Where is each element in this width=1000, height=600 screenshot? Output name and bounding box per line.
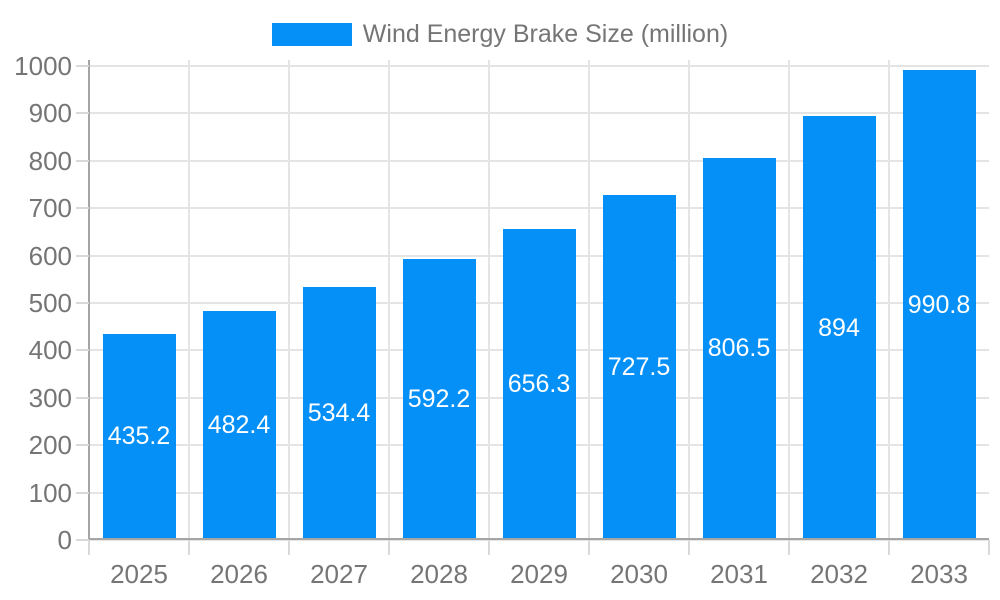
x-gridline <box>388 60 390 540</box>
y-tick-mark <box>76 444 89 447</box>
x-tick-label: 2025 <box>110 559 168 589</box>
y-tick-label: 800 <box>28 145 72 176</box>
y-tick-label: 100 <box>28 477 72 508</box>
bar: 482.4 <box>202 311 276 540</box>
x-axis-line <box>89 538 989 540</box>
bar: 656.3 <box>502 228 576 540</box>
y-tick-mark <box>76 491 89 494</box>
y-gridline <box>89 159 989 162</box>
y-tick-mark <box>76 302 89 304</box>
y-gridline <box>89 207 989 210</box>
x-tick-mark <box>488 540 490 555</box>
bar: 727.5 <box>602 195 676 540</box>
x-tick-mark <box>788 540 790 555</box>
x-gridline <box>488 60 490 540</box>
y-gridline <box>89 65 989 67</box>
x-tick-mark <box>288 540 290 555</box>
x-tick-label: 2026 <box>210 559 268 589</box>
y-tick-label: 400 <box>28 335 72 366</box>
y-tick-mark <box>76 207 89 210</box>
y-gridline <box>89 539 989 541</box>
y-tick-label: 200 <box>28 430 72 461</box>
y-tick-mark <box>76 349 89 352</box>
bar-value-label: 435.2 <box>107 422 171 451</box>
y-tick-mark <box>76 396 89 399</box>
y-tick-label: 500 <box>28 288 72 318</box>
x-gridline <box>288 60 290 540</box>
y-tick-label: 700 <box>28 193 72 224</box>
bar: 806.5 <box>702 157 776 540</box>
y-tick-mark <box>76 539 89 541</box>
bar: 990.8 <box>902 70 976 540</box>
y-tick-label: 0 <box>57 525 72 555</box>
x-tick-mark <box>688 540 690 555</box>
x-tick-label: 2029 <box>510 559 568 589</box>
bar: 435.2 <box>102 333 176 540</box>
y-axis-line <box>88 60 90 540</box>
y-tick-label: 900 <box>28 98 72 129</box>
y-tick-label: 600 <box>28 240 72 271</box>
y-tick-mark <box>76 254 89 257</box>
y-gridline <box>89 112 989 115</box>
bar-value-label: 482.4 <box>207 411 271 440</box>
y-tick-label: 1000 <box>14 51 72 81</box>
x-tick-label: 2030 <box>610 559 668 589</box>
x-tick-mark <box>988 540 990 555</box>
bar-value-label: 592.2 <box>407 385 471 414</box>
x-tick-mark <box>88 540 90 555</box>
bar-value-label: 806.5 <box>707 334 771 363</box>
legend-label: Wind Energy Brake Size (million) <box>362 20 729 48</box>
x-tick-label: 2032 <box>810 559 868 589</box>
x-tick-label: 2028 <box>410 559 468 589</box>
y-tick-label: 300 <box>28 382 72 413</box>
y-tick-mark <box>76 65 89 67</box>
x-tick-mark <box>388 540 390 555</box>
x-tick-label: 2027 <box>310 559 368 589</box>
bar-value-label: 727.5 <box>607 353 671 382</box>
x-gridline <box>888 60 890 540</box>
bar-value-label: 894 <box>818 313 860 342</box>
x-tick-mark <box>588 540 590 555</box>
x-gridline <box>788 60 790 540</box>
legend: Wind Energy Brake Size (million) <box>0 20 1000 48</box>
y-tick-mark <box>76 112 89 115</box>
x-tick-mark <box>888 540 890 555</box>
x-gridline <box>688 60 690 540</box>
y-tick-mark <box>76 159 89 162</box>
bar-value-label: 534.4 <box>307 398 371 427</box>
bar-value-label: 990.8 <box>907 290 971 319</box>
x-gridline <box>188 60 190 540</box>
bar-value-label: 656.3 <box>507 369 571 398</box>
x-tick-mark <box>188 540 190 555</box>
plot-area: 435.2 482.4 534.4 592.2 656.3 727.5 806.5 894 99… <box>89 60 989 541</box>
x-tick-label: 2033 <box>910 559 968 589</box>
bar: 592.2 <box>402 259 476 540</box>
x-gridline <box>588 60 590 540</box>
bar: 534.4 <box>302 286 376 540</box>
x-tick-label: 2031 <box>710 559 768 589</box>
legend-swatch <box>271 22 352 46</box>
bar: 894 <box>802 116 876 540</box>
